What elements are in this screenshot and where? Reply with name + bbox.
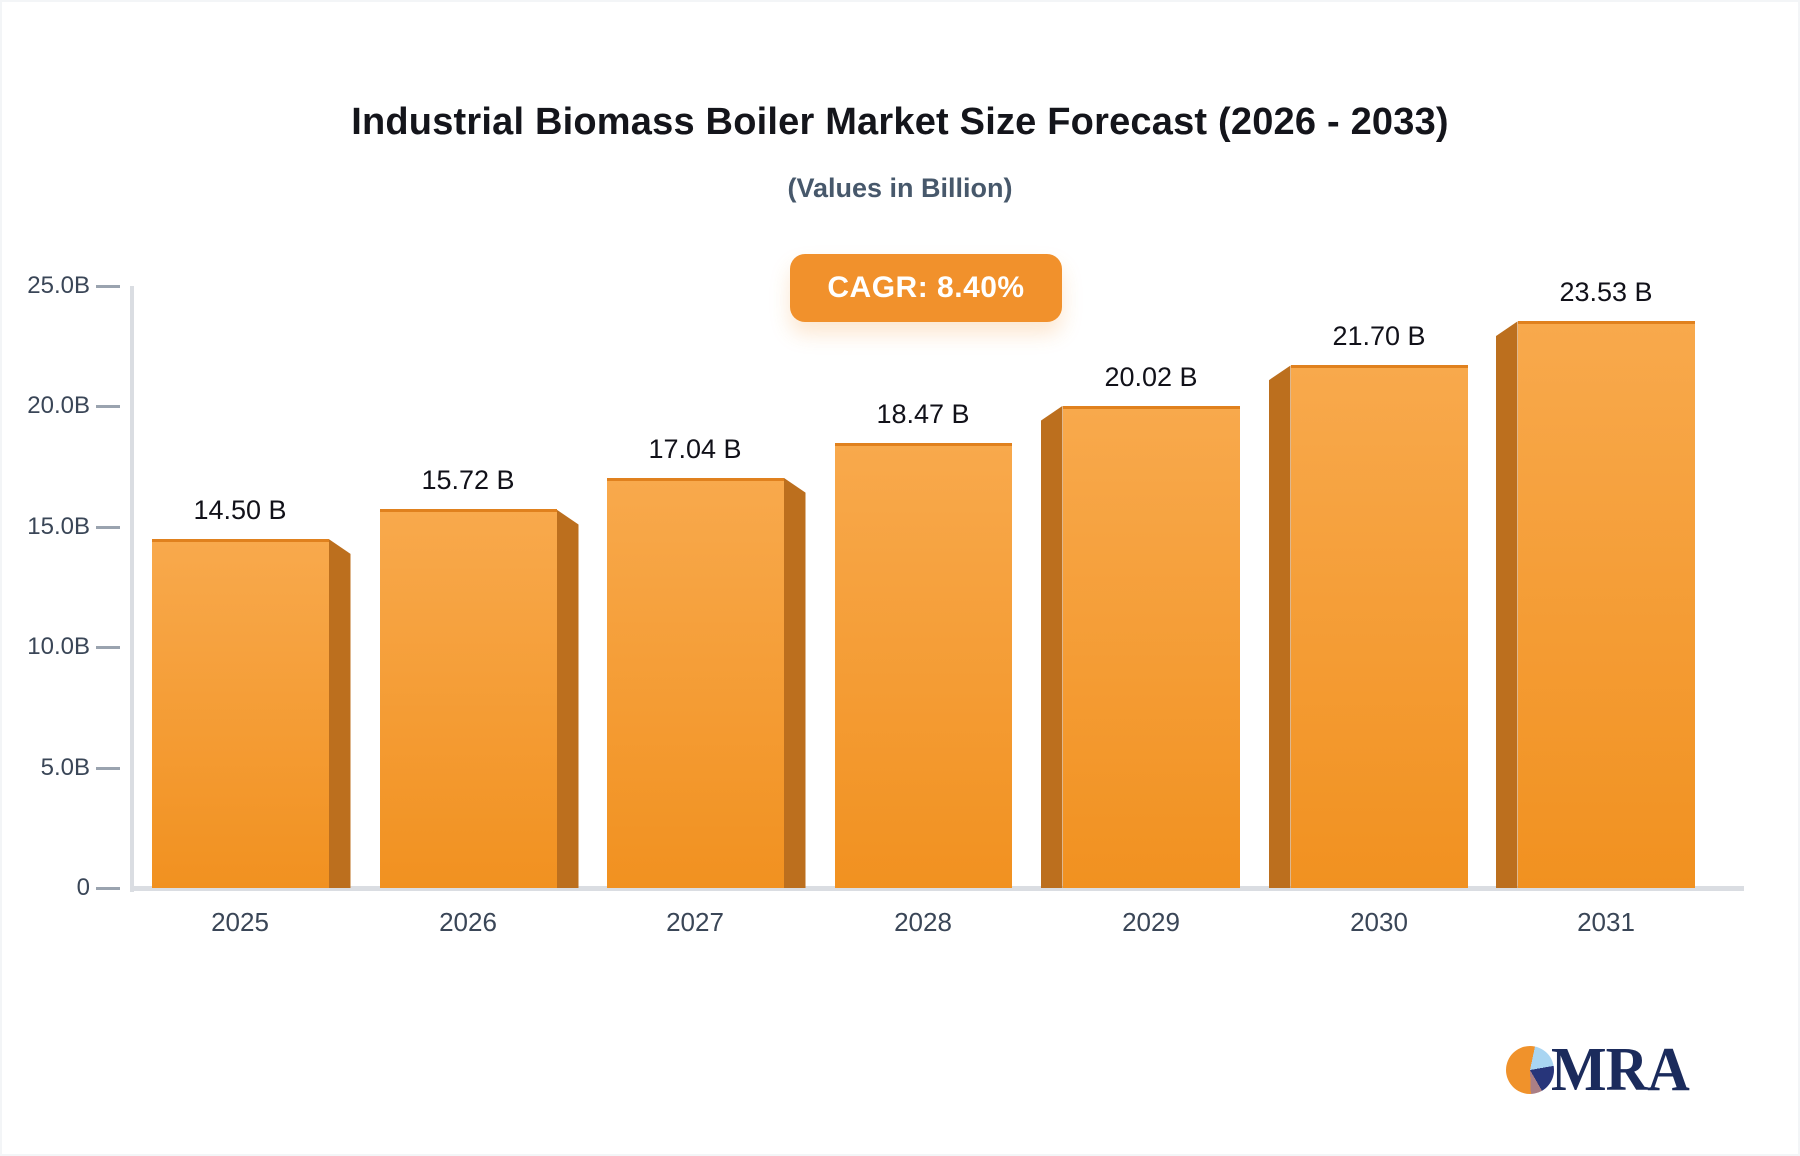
y-tick-label: 0	[76, 874, 90, 901]
bar-value-label: 15.72 B	[421, 465, 515, 496]
bar-side-face	[1268, 365, 1291, 888]
bar-2028	[834, 443, 1012, 888]
bar-2025	[151, 538, 329, 888]
y-tick-mark	[96, 766, 120, 770]
x-tick-label-2030: 2030	[1350, 907, 1408, 937]
bar-2026	[379, 509, 557, 888]
y-tick-mark	[96, 525, 120, 529]
bar-2031	[1517, 321, 1695, 888]
bar-side-face	[328, 538, 351, 888]
bar-2030	[1290, 365, 1468, 888]
pie-chart-logo-icon	[1506, 1046, 1554, 1094]
bar-side-face	[783, 477, 806, 888]
x-tick-label-2026: 2026	[439, 907, 497, 937]
cagr-badge: CAGR: 8.40%	[790, 254, 1062, 322]
x-tick-label-2025: 2025	[211, 907, 269, 937]
y-tick-label: 10.0B	[27, 633, 90, 661]
bar-value-label: 14.50 B	[193, 494, 287, 525]
y-axis-line	[130, 286, 134, 892]
bar-value-label: 23.53 B	[1559, 277, 1653, 308]
y-tick-mark	[96, 285, 120, 288]
y-tick-mark	[96, 405, 120, 409]
bar-side-face	[556, 509, 579, 888]
x-tick-label-2029: 2029	[1122, 907, 1180, 937]
bar-value-label: 17.04 B	[648, 433, 742, 464]
y-tick-mark	[96, 887, 120, 890]
logo-text: MRA	[1551, 1036, 1690, 1104]
cagr-badge-label: CAGR: 8.40%	[827, 271, 1025, 304]
chart-subtitle: (Values in Billion)	[787, 173, 1013, 203]
bar-side-face	[1040, 405, 1063, 888]
chart-title: Industrial Biomass Boiler Market Size Fo…	[351, 101, 1449, 143]
mra-logo: MRA	[1506, 1038, 1766, 1118]
y-tick-label: 25.0B	[27, 272, 90, 299]
x-tick-label-2028: 2028	[894, 907, 952, 937]
bar-side-face	[1495, 321, 1518, 888]
bar-2029	[1062, 405, 1240, 888]
y-tick-label: 15.0B	[27, 512, 90, 540]
x-tick-label-2027: 2027	[666, 907, 724, 937]
x-tick-label-2031: 2031	[1577, 907, 1635, 937]
bar-2027	[606, 477, 784, 888]
bar-value-label: 20.02 B	[1104, 361, 1198, 392]
y-tick-mark	[96, 646, 120, 650]
bar-value-label: 21.70 B	[1332, 321, 1426, 352]
x-axis-line	[130, 886, 1744, 891]
y-tick-label: 5.0B	[40, 753, 90, 781]
y-tick-label: 20.0B	[27, 392, 90, 420]
bar-value-label: 18.47 B	[876, 399, 970, 430]
